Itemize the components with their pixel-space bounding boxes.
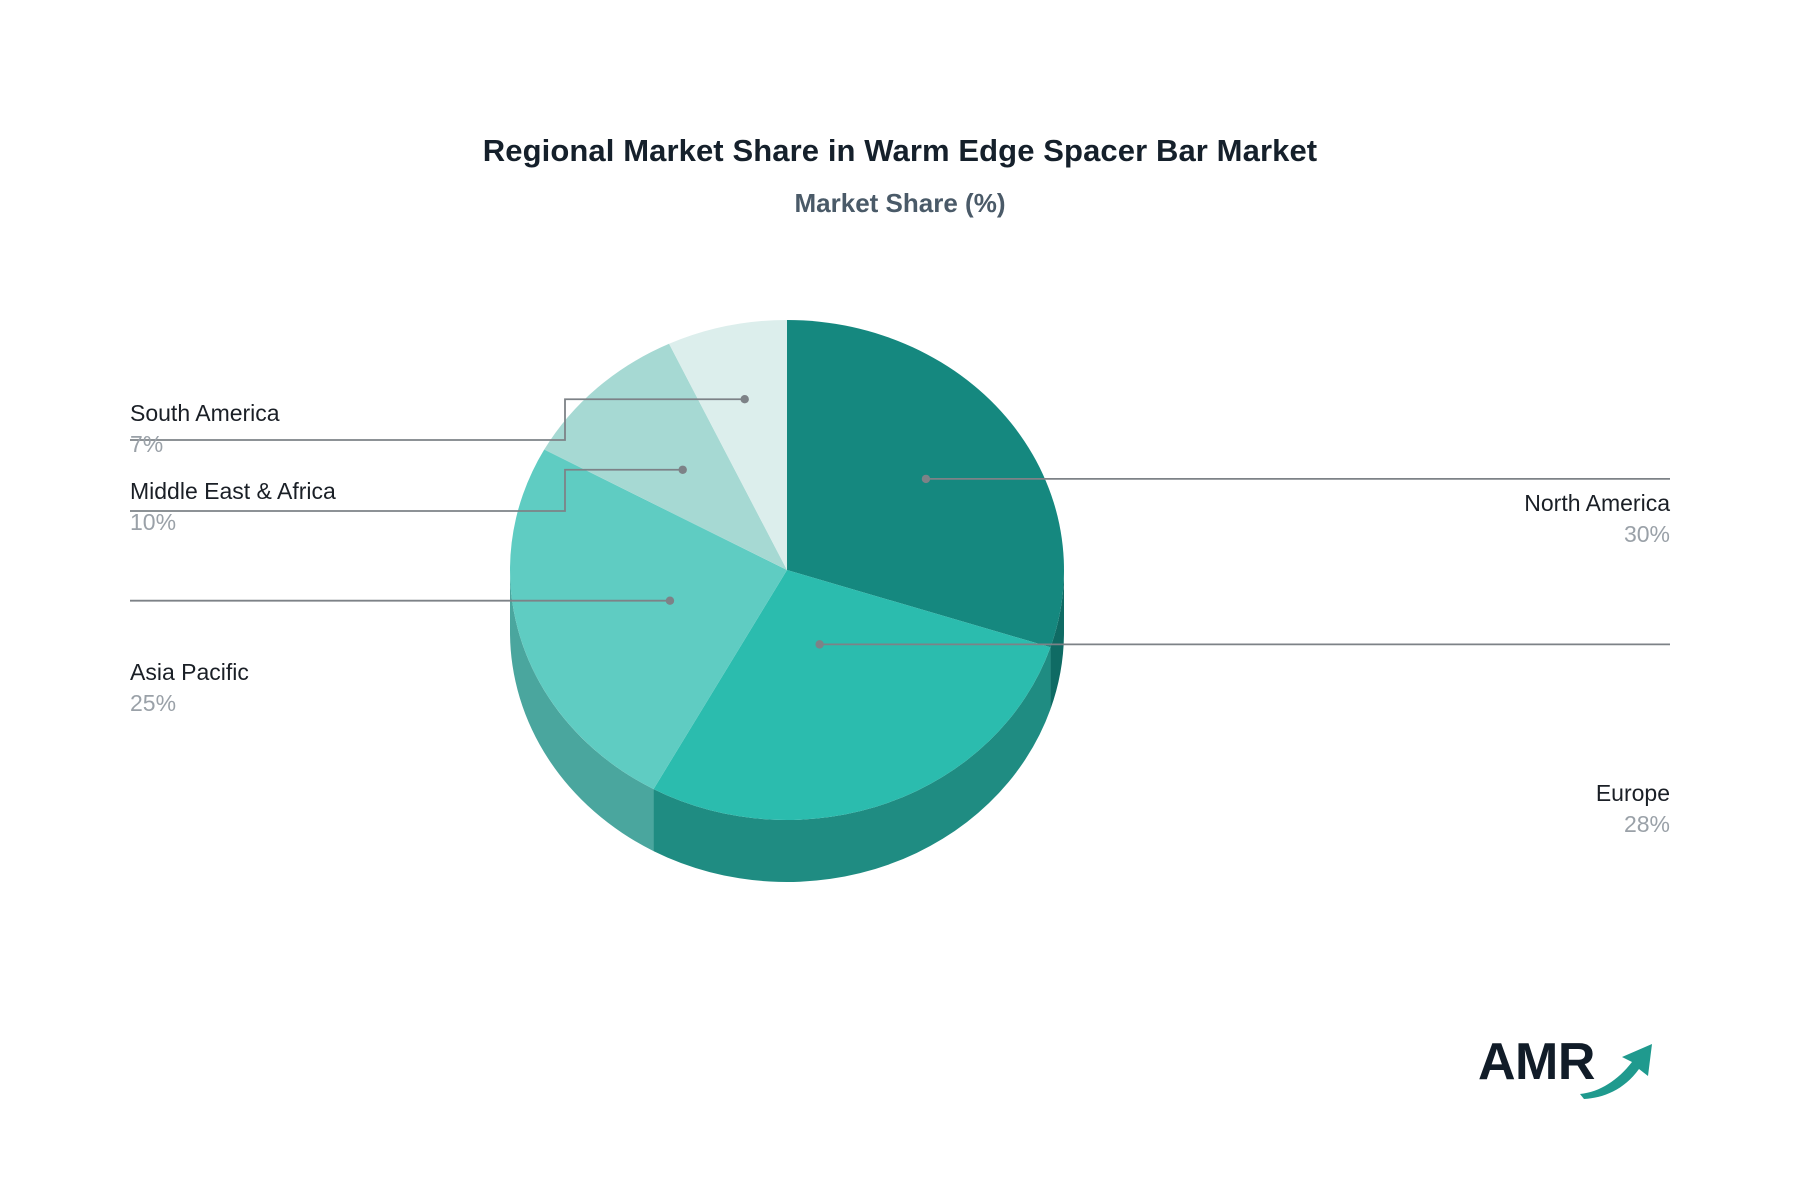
callout-label-north-america: North America	[1524, 490, 1670, 516]
pie-slice-middle-east-africa[interactable]	[544, 343, 787, 570]
callout-asia-pacific: Asia Pacific 25%	[130, 657, 530, 719]
leader-dot-asia-pacific	[665, 596, 675, 605]
leader-dot-middle-east-africa	[678, 465, 687, 474]
callout-value-north-america: 30%	[1623, 520, 1670, 547]
pie-side-asia-pacific	[509, 570, 654, 852]
callout-north-america: North America 30%	[1270, 488, 1670, 550]
leader-dot-europe	[815, 640, 824, 649]
callout-europe: Europe 28%	[1270, 778, 1670, 840]
title-block: Regional Market Share in Warm Edge Space…	[0, 132, 1800, 219]
pie-top-faces	[510, 320, 1064, 820]
callout-value-asia-pacific: 25%	[130, 689, 177, 716]
pie-slice-asia-pacific[interactable]	[510, 449, 787, 790]
pie-slice-europe[interactable]	[653, 570, 1051, 820]
callout-label-south-america: South America	[130, 400, 280, 426]
callout-label-europe: Europe	[1595, 780, 1670, 806]
chart-subtitle: Market Share (%)	[794, 188, 1006, 219]
callout-label-asia-pacific: Asia Pacific	[130, 659, 249, 685]
callout-label-middle-east-africa: Middle East & Africa	[130, 478, 336, 504]
leader-line-south-america	[130, 398, 745, 441]
pie-3d-side-walls	[509, 570, 1064, 882]
pie-slice-north-america[interactable]	[787, 320, 1064, 648]
leader-dot-north-america	[921, 474, 931, 484]
pie-side-europe	[653, 647, 1051, 882]
amr-logo: AMR	[1478, 1030, 1658, 1104]
amr-wordmark: AMR	[1478, 1033, 1595, 1091]
leader-line-middle-east-africa	[130, 468, 683, 512]
growth-arrow-icon	[1580, 1044, 1652, 1099]
callout-value-south-america: 7%	[130, 430, 164, 457]
callout-value-middle-east-africa: 10%	[130, 508, 177, 535]
callout-middle-east-africa: Middle East & Africa 10%	[130, 476, 530, 538]
page-title: Regional Market Share in Warm Edge Space…	[482, 133, 1318, 168]
leader-dot-south-america	[740, 395, 749, 404]
pie-side-north-america	[1050, 570, 1064, 710]
callout-value-europe: 28%	[1623, 810, 1670, 837]
callout-south-america: South America 7%	[130, 398, 530, 460]
pie-slice-south-america[interactable]	[669, 320, 787, 570]
